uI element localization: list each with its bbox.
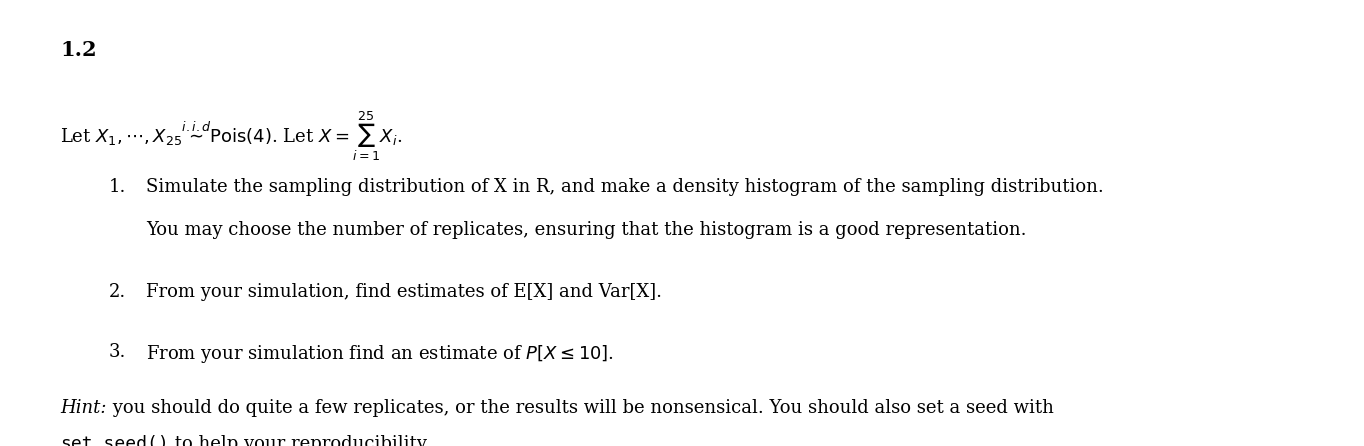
Text: From your simulation find an estimate of $P[X \leq 10]$.: From your simulation find an estimate of… [146, 343, 614, 365]
Text: 1.: 1. [109, 178, 127, 196]
Text: 2.: 2. [109, 283, 127, 301]
Text: set.seed(): set.seed() [60, 435, 169, 446]
Text: to help your reproducibility.: to help your reproducibility. [169, 435, 430, 446]
Text: you should do quite a few replicates, or the results will be nonsensical. You sh: you should do quite a few replicates, or… [106, 399, 1053, 417]
Text: 3.: 3. [109, 343, 127, 361]
Text: Hint:: Hint: [60, 399, 106, 417]
Text: Let $X_1, \cdots, X_{25} \overset{i.i.d}{\sim} \mathrm{Pois}(4)$. Let $X = \sum_: Let $X_1, \cdots, X_{25} \overset{i.i.d}… [60, 109, 402, 163]
Text: You may choose the number of replicates, ensuring that the histogram is a good r: You may choose the number of replicates,… [146, 221, 1027, 239]
Text: 1.2: 1.2 [60, 40, 97, 60]
Text: From your simulation, find estimates of E[X] and Var[X].: From your simulation, find estimates of … [146, 283, 662, 301]
Text: Simulate the sampling distribution of X in R, and make a density histogram of th: Simulate the sampling distribution of X … [146, 178, 1103, 196]
